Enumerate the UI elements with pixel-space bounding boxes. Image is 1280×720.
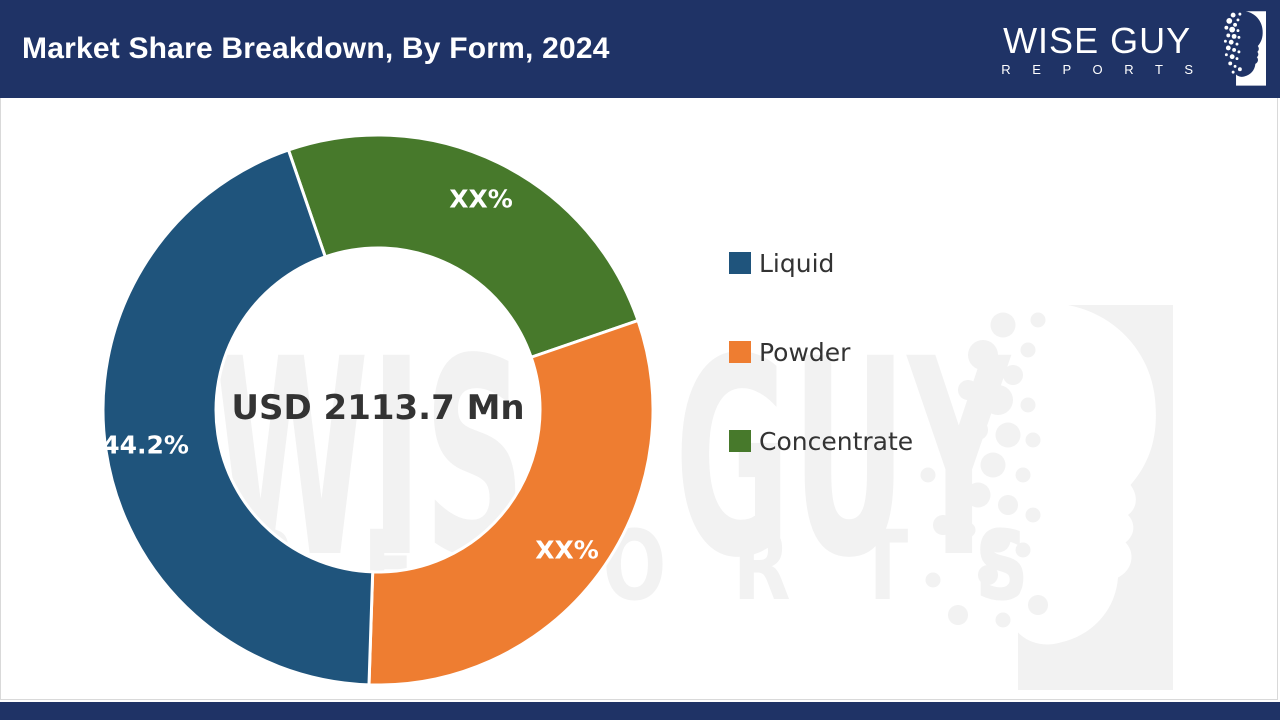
logo-tagline: R E P O R T S (1001, 61, 1202, 77)
donut-chart (101, 133, 655, 687)
legend-label-powder: Powder (759, 337, 851, 367)
footer-bar (0, 702, 1280, 720)
legend-item-powder[interactable]: Powder (729, 338, 913, 367)
legend-swatch-powder (729, 341, 751, 363)
watermark-face-dots-icon (873, 290, 1173, 694)
legend-item-concentrate[interactable]: Concentrate (729, 427, 913, 456)
header-bar: Market Share Breakdown, By Form, 2024 WI… (0, 0, 1280, 98)
donut-center-value: USD 2113.7 Mn (231, 388, 525, 428)
face-dots-icon (1208, 8, 1266, 90)
legend-label-liquid: Liquid (759, 248, 835, 278)
legend-label-concentrate: Concentrate (759, 426, 914, 456)
donut-segment-powder[interactable] (367, 318, 655, 687)
page-title: Market Share Breakdown, By Form, 2024 (22, 32, 610, 65)
logo-name: WISE GUY (1003, 19, 1192, 61)
wiseguy-logo: WISE GUY R E P O R T S (992, 8, 1266, 90)
legend-swatch-liquid (729, 252, 751, 274)
logo-text: WISE GUY R E P O R T S (992, 19, 1202, 77)
legend: Liquid Powder Concentrate (729, 249, 913, 519)
donut-segment-concentrate[interactable] (286, 133, 640, 360)
donut-segment-liquid[interactable] (101, 148, 375, 687)
legend-swatch-concentrate (729, 430, 751, 452)
legend-item-liquid[interactable]: Liquid (729, 249, 913, 278)
